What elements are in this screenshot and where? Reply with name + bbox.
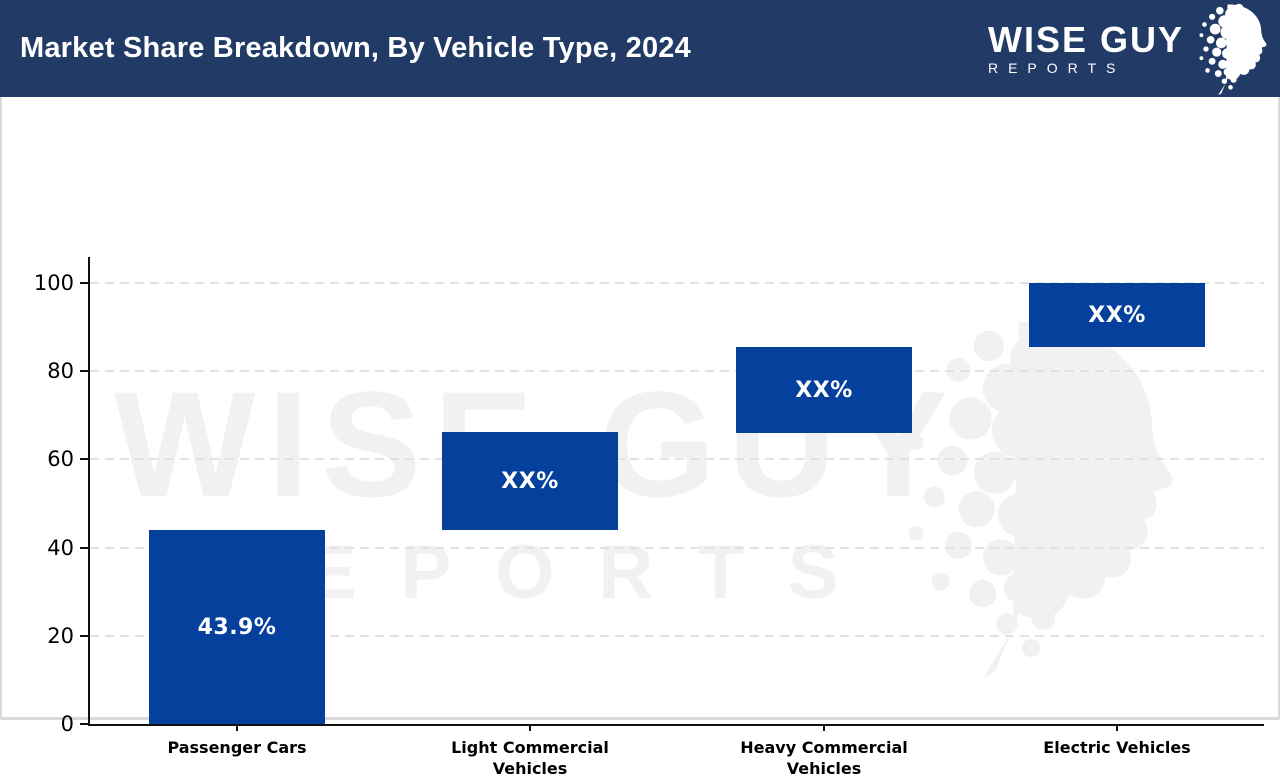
x-tick-mark [529,724,531,731]
gridline [90,458,1264,460]
bar-value-label: XX% [501,468,559,494]
chart-bar: 43.9% [149,530,325,724]
wiseguy-logo: WISE GUY REPORTS [988,3,1280,95]
x-tick-mark [823,724,825,731]
logo-subtext: REPORTS [987,60,1126,76]
gridline [90,635,1264,637]
gridline [90,282,1264,284]
y-tick-label: 20 [47,624,74,648]
y-tick-mark [80,282,88,284]
y-tick-mark [80,723,88,725]
x-category-label: Light Commercial Vehicles [451,738,609,778]
logo-wordmark: WISE GUY [987,19,1184,60]
gridline [90,547,1264,549]
y-tick-label: 100 [33,271,74,295]
chart-bar: XX% [736,347,912,433]
x-category-label: Electric Vehicles [1043,738,1191,757]
wiseguy-head-icon [1199,3,1267,95]
y-tick-label: 60 [47,447,74,471]
chart-body: WISE GUY REPORTS 0 20 40 60 80 100 43.9% Passen… [0,97,1280,778]
bar-value-label: 43.9% [197,614,277,640]
x-tick-mark [236,724,238,731]
x-axis [88,724,1264,726]
y-axis [88,257,90,726]
wiseguy-logo-text: WISE GUY REPORTS [987,19,1184,76]
y-tick-mark [80,370,88,372]
y-tick-mark [80,635,88,637]
gridline [90,370,1264,372]
bar-value-label: XX% [1088,302,1146,328]
y-tick-mark [80,458,88,460]
plot-area: 0 20 40 60 80 100 43.9% Passenger Cars XX% Light … [34,257,1264,778]
y-tick-label: 0 [60,712,74,736]
y-tick-mark [80,547,88,549]
header-bar: Market Share Breakdown, By Vehicle Type,… [0,0,1280,97]
x-tick-mark [1116,724,1118,731]
x-category-label: Heavy Commercial Vehicles [740,738,908,778]
chart-bar: XX% [442,432,618,530]
chart-bar: XX% [1029,283,1205,347]
x-category-label: Passenger Cars [167,738,307,757]
y-tick-label: 40 [47,536,74,560]
y-tick-label: 80 [47,359,74,383]
chart-title: Market Share Breakdown, By Vehicle Type,… [20,32,691,64]
bar-value-label: XX% [795,377,853,403]
